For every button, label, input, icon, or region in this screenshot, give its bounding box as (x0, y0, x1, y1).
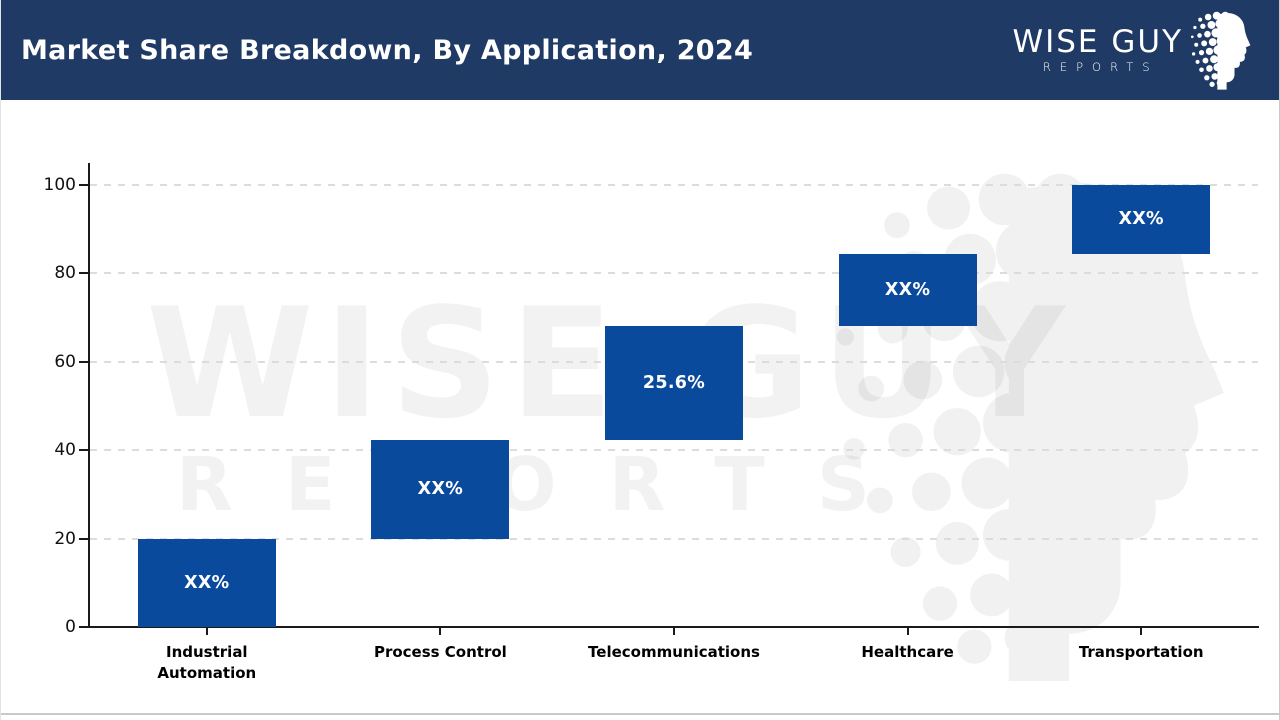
y-tick-mark-60 (79, 360, 88, 363)
bar-telecommunications: 25.6% (605, 326, 743, 440)
category-label-line: Telecommunications (588, 643, 760, 661)
bar-industrial-automation: XX% (137, 538, 276, 627)
category-label-line: Healthcare (861, 643, 954, 661)
gridline-80 (90, 272, 1258, 275)
wiseguy-logo: WISE GUY REPORTS (1012, 10, 1253, 90)
bar-transportation: XX% (1072, 185, 1211, 254)
y-tick-label-80: 80 (54, 263, 76, 284)
category-label-process-control: Process Control (325, 642, 555, 663)
x-tick-mark-healthcare (906, 628, 909, 635)
y-tick-mark-80 (79, 272, 88, 275)
footer-divider (1, 713, 1279, 715)
category-label-industrial-automation: Industrial Automation (92, 642, 322, 684)
category-label-healthcare: Healthcare (793, 642, 1023, 663)
wiseguy-head-icon (1190, 11, 1251, 90)
y-tick-mark-0 (79, 626, 88, 628)
page-title: Market Share Breakdown, By Application, … (21, 34, 754, 66)
x-tick-mark-transportation (1140, 628, 1143, 635)
gridline-40 (90, 449, 1258, 452)
y-axis-line (88, 163, 90, 628)
y-tick-mark-20 (79, 537, 88, 540)
header-bar: Market Share Breakdown, By Application, … (1, 0, 1279, 100)
y-tick-mark-40 (79, 449, 88, 452)
category-label-transportation: Transportation (1026, 642, 1256, 663)
category-label-line: Transportation (1078, 643, 1204, 661)
logo-brand-subtitle: REPORTS (1042, 59, 1159, 74)
category-label-telecommunications: Telecommunications (559, 642, 789, 663)
bar-value-label-process-control: XX% (417, 479, 464, 500)
y-tick-label-0: 0 (65, 617, 76, 637)
y-tick-label-100: 100 (43, 175, 76, 195)
bar-value-label-industrial-automation: XX% (184, 572, 230, 593)
bar-value-label-telecommunications: 25.6% (642, 373, 706, 393)
category-label-line: Industrial (166, 643, 248, 661)
logo-brand-name: WISE GUY (1012, 23, 1183, 60)
y-tick-mark-100 (79, 184, 88, 186)
gridline-100 (90, 184, 1258, 186)
x-tick-mark-telecommunications (673, 628, 675, 635)
y-tick-label-20: 20 (54, 528, 76, 549)
bar-process-control: XX% (371, 439, 510, 539)
bar-value-label-healthcare: XX% (884, 280, 931, 301)
category-label-line: Automation (157, 664, 257, 682)
category-label-line: Process Control (373, 643, 507, 661)
wiseguy-logo-text: WISE GUY REPORTS (1012, 23, 1183, 74)
plot-area: 0 20 40 60 80 100 XX% Industrial Automation XX% Pr… (44, 175, 1258, 682)
y-tick-label-40: 40 (54, 440, 76, 461)
y-tick-label-60: 60 (54, 351, 76, 372)
gridline-20 (90, 537, 1258, 540)
x-tick-mark-industrial-automation (205, 628, 208, 635)
x-tick-mark-process-control (439, 628, 442, 635)
bar-healthcare: XX% (838, 253, 977, 327)
x-axis-line (88, 626, 1259, 628)
bar-value-label-transportation: XX% (1118, 209, 1164, 230)
